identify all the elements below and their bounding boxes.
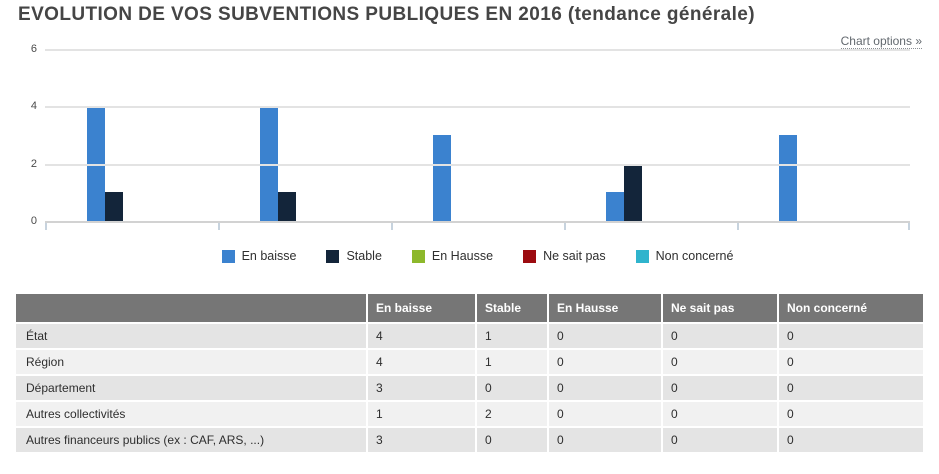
x-axis-tick [45,223,47,230]
page-title: EVOLUTION DE VOS SUBVENTIONS PUBLIQUES E… [18,4,755,25]
table-header-cell: Stable [477,294,547,322]
legend-label: En Hausse [431,249,494,263]
gridline [45,49,910,51]
table-row: Département 3 0 0 0 0 [16,376,923,400]
value-cell: 0 [779,402,923,426]
value-cell: 0 [549,350,661,374]
value-cell: 0 [663,402,777,426]
legend-item: En baisse [221,249,297,263]
y-axis-tick-label: 0 [30,215,37,227]
page: EVOLUTION DE VOS SUBVENTIONS PUBLIQUES E… [0,4,939,474]
bar-group [391,49,564,221]
y-axis-tick-label: 2 [30,157,37,170]
x-axis-tick [218,223,220,230]
x-axis-tick [737,223,739,230]
bar [104,192,123,221]
table-header-cell: Non concerné [779,294,923,322]
value-cell: 0 [663,428,777,452]
legend-label: Stable [346,249,382,263]
value-cell: 0 [779,428,923,452]
gridline [45,163,910,166]
row-label-cell: Département [16,376,366,400]
value-cell: 0 [477,376,547,400]
legend-swatch [635,249,649,263]
value-cell: 0 [549,324,661,348]
legend-swatch [326,249,340,263]
bar-group [737,49,910,221]
value-cell: 4 [368,324,475,348]
value-cell: 0 [549,402,661,426]
x-axis-tick [564,223,566,230]
bar [605,192,624,221]
value-cell: 1 [477,350,547,374]
bar-chart: 0 2 4 6 En baisse Stable En Hausse Ne sait pas… [31,44,910,263]
table-row: Région 4 1 0 0 0 [16,350,923,374]
table-header-cell: En baisse [368,294,475,322]
gridline [45,106,910,109]
legend-label: Non concerné [655,249,734,263]
row-label-cell: Région [16,350,366,374]
legend-item: Non concerné [635,249,734,263]
value-cell: 0 [779,376,923,400]
plot-area: 0 2 4 6 [31,44,910,230]
table-row: État 4 1 0 0 0 [16,324,923,348]
legend-item: En Hausse [411,249,494,263]
y-axis-tick-label: 6 [30,43,37,55]
legend-label: Ne sait pas [543,249,606,263]
legend-swatch [523,249,537,263]
y-axis-tick-label: 4 [30,100,37,113]
row-label-cell: État [16,324,366,348]
value-cell: 4 [368,350,475,374]
legend-swatch [411,249,425,263]
table-header-cell: En Hausse [549,294,661,322]
x-axis-tick [391,223,393,230]
table-header-cell: Ne sait pas [663,294,777,322]
legend-item: Stable [326,249,382,263]
value-cell: 0 [549,376,661,400]
value-cell: 1 [477,324,547,348]
value-cell: 2 [477,402,547,426]
value-cell: 0 [779,350,923,374]
chart-legend: En baisse Stable En Hausse Ne sait pas Non c… [45,249,910,263]
value-cell: 0 [549,428,661,452]
legend-label: En baisse [241,249,297,263]
bar-group [564,49,737,221]
value-cell: 3 [368,428,475,452]
legend-swatch [221,249,235,263]
value-cell: 1 [368,402,475,426]
bar-group [45,49,218,221]
value-cell: 0 [663,350,777,374]
bar [432,135,451,221]
x-axis-tick [908,223,910,230]
row-label-cell: Autres financeurs publics (ex : CAF, ARS… [16,428,366,452]
bar-group [218,49,391,221]
row-label-cell: Autres collectivités [16,402,366,426]
value-cell: 0 [477,428,547,452]
table-row: Autres collectivités 1 2 0 0 0 [16,402,923,426]
table-row: Autres financeurs publics (ex : CAF, ARS… [16,428,923,452]
bar [778,135,797,221]
x-axis-line [45,221,910,223]
data-table: En baisse Stable En Hausse Ne sait pas Non c… [14,292,925,454]
bar [623,163,642,221]
value-cell: 0 [779,324,923,348]
legend-item: Ne sait pas [523,249,606,263]
chart-options-link[interactable]: Chart options » [840,34,922,49]
bar-groups [45,49,910,221]
table-header-cell [16,294,366,322]
value-cell: 0 [663,324,777,348]
table-header-row: En baisse Stable En Hausse Ne sait pas Non c… [16,294,923,322]
value-cell: 0 [663,376,777,400]
bar [277,192,296,221]
value-cell: 3 [368,376,475,400]
